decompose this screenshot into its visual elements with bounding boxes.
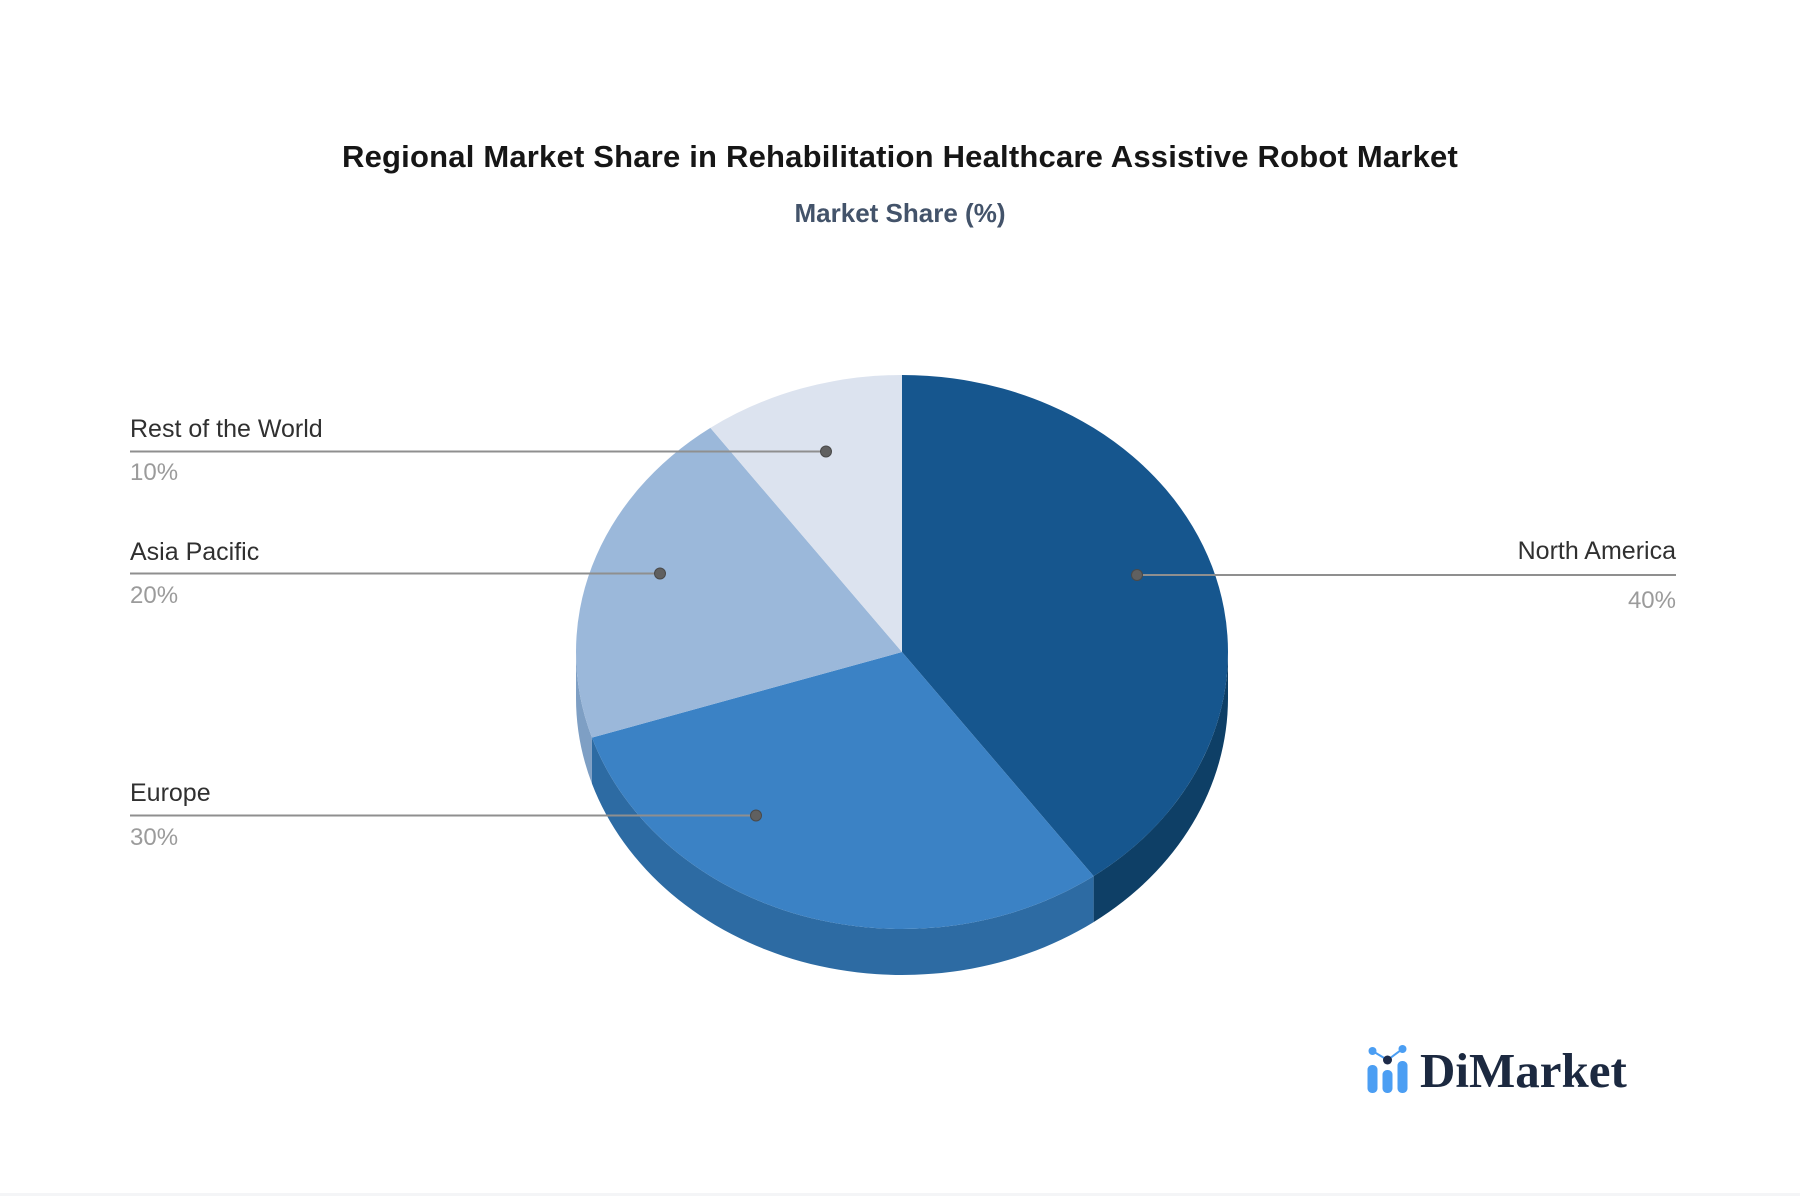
leader-dot <box>1131 569 1143 581</box>
slice-pct-europe: 30% <box>130 824 179 851</box>
pie-slice-north-america <box>902 375 1228 877</box>
slice-label-rest-of-world: Rest of the World <box>130 415 323 443</box>
pie-slice-side <box>591 737 1094 975</box>
slice-label-asia-pacific: Asia Pacific <box>130 538 260 566</box>
brand-logo: DiMarket <box>1366 1044 1627 1096</box>
bar-line-chart-icon <box>1367 1045 1408 1093</box>
pie-slice-side <box>576 652 592 784</box>
slice-label-north-america: North America <box>1517 537 1676 565</box>
slice-pct-rest-of-world: 10% <box>130 459 179 486</box>
slice-pct-north-america: 40% <box>1627 587 1676 614</box>
leader-dot <box>750 809 762 822</box>
bottom-edge-line <box>0 1193 1800 1196</box>
pie-slice-rest-of-the-world <box>710 375 902 652</box>
brand-name: DiMarket <box>1420 1043 1627 1098</box>
leader-dot <box>820 445 832 458</box>
chart-subtitle: Market Share (%) <box>794 198 1006 228</box>
pie-slice-asia-pacific <box>576 427 902 738</box>
slice-label-europe: Europe <box>130 779 211 807</box>
leader-dot <box>654 567 666 580</box>
slice-pct-asia-pacific: 20% <box>130 582 179 609</box>
pie-slice-side <box>1093 652 1228 923</box>
chart-title: Regional Market Share in Rehabilitation … <box>342 139 1458 174</box>
pie-slice-europe <box>591 652 1094 930</box>
